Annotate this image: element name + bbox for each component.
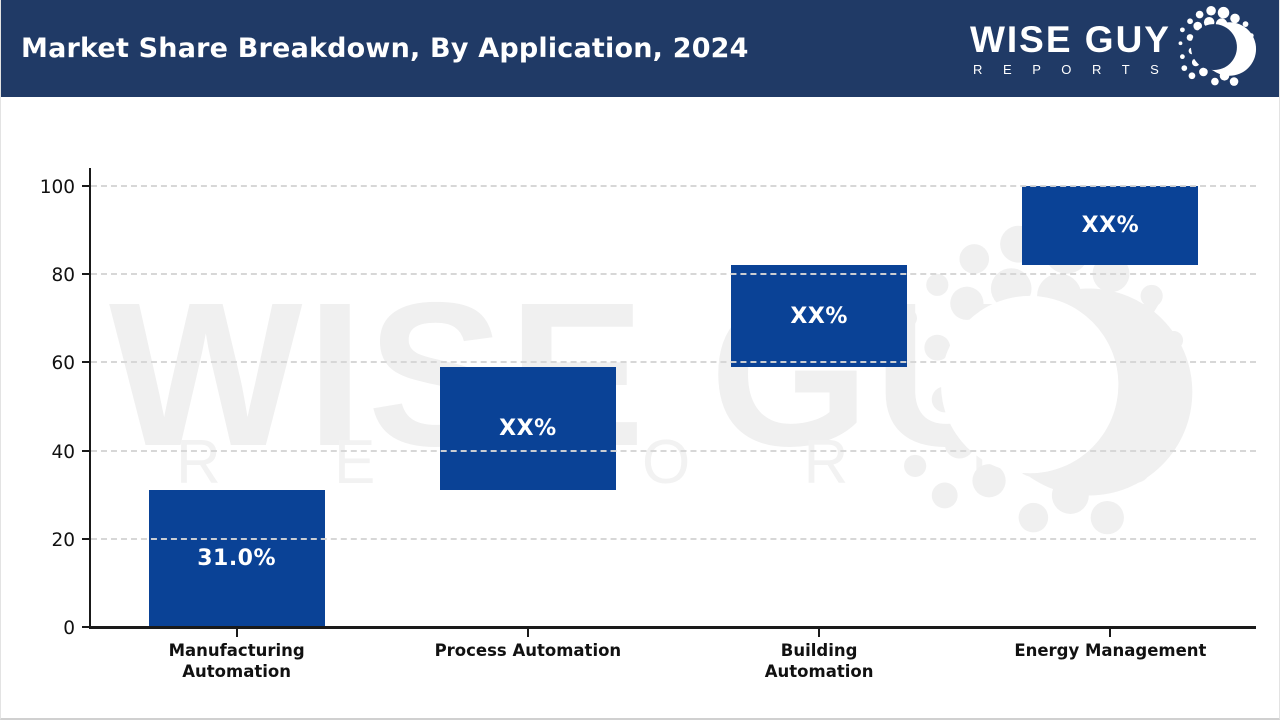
y-axis-tick-label: 60	[51, 353, 75, 375]
category-label: Building Automation	[764, 641, 874, 682]
y-axis-tick	[82, 361, 91, 364]
bar-segment: XX%	[731, 265, 908, 367]
category-label: Energy Management	[1014, 641, 1207, 660]
brand-logo-text: WISE GUY R E P O R T S	[970, 21, 1171, 76]
category-label: Manufacturing Automation	[168, 641, 305, 682]
x-axis-spine	[89, 626, 1256, 629]
gridline	[91, 449, 1256, 452]
x-axis-tick	[235, 629, 238, 637]
y-axis-tick-label: 100	[39, 177, 75, 198]
y-axis-tick	[82, 537, 91, 540]
bar-segment: XX%	[1022, 186, 1199, 266]
page-title: Market Share Breakdown, By Application, …	[21, 33, 749, 64]
brand-logo: WISE GUY R E P O R T S	[970, 5, 1257, 93]
bar-value-label: XX%	[499, 416, 557, 442]
gridline	[91, 537, 1256, 540]
bar-value-label: XX%	[1081, 213, 1140, 239]
gridline	[91, 361, 1256, 364]
gridline	[91, 273, 1256, 276]
plot-area: 0 20 40 60 80 100 31.0% Manufacturing Automatio…	[40, 169, 1256, 681]
wiseguy-head-icon	[1178, 5, 1257, 86]
bar-segment: 31.0%	[148, 490, 325, 627]
brand-name: WISE GUY	[969, 19, 1171, 60]
y-axis-tick-label: 40	[51, 441, 75, 463]
bar-value-label: 31.0%	[197, 546, 277, 572]
y-axis-tick	[82, 185, 91, 187]
bar-value-label: XX%	[790, 303, 848, 329]
bar-segment: XX%	[439, 366, 616, 491]
y-axis-tick	[82, 626, 91, 628]
x-axis-tick	[818, 629, 821, 637]
brand-subtitle: R E P O R T S	[972, 62, 1168, 77]
y-axis-tick-label: 20	[51, 529, 75, 551]
x-axis-tick	[1109, 629, 1112, 637]
y-axis-tick	[82, 449, 91, 452]
category-label: Process Automation	[434, 641, 622, 660]
y-axis-spine	[89, 168, 91, 628]
gridline	[91, 185, 1256, 187]
y-axis-tick-label: 80	[51, 265, 75, 287]
y-axis-tick-label: 0	[63, 618, 75, 639]
header-bar: Market Share Breakdown, By Application, …	[1, 0, 1279, 97]
x-axis-tick	[526, 629, 529, 637]
y-axis-tick	[82, 273, 91, 276]
